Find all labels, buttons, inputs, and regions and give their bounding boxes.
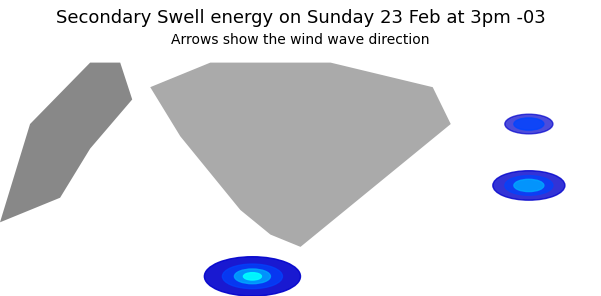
Circle shape [505,176,553,195]
Circle shape [222,264,282,289]
Text: Arrows show the wind wave direction: Arrows show the wind wave direction [171,33,430,47]
Text: Secondary Swell energy on Sunday 23 Feb at 3pm -03: Secondary Swell energy on Sunday 23 Feb … [56,9,545,27]
Circle shape [514,179,544,192]
Circle shape [514,118,544,130]
Circle shape [493,171,565,200]
Circle shape [234,269,270,284]
Circle shape [505,114,553,134]
Circle shape [243,273,261,280]
Circle shape [204,257,300,296]
Polygon shape [150,63,451,247]
Polygon shape [0,63,132,222]
